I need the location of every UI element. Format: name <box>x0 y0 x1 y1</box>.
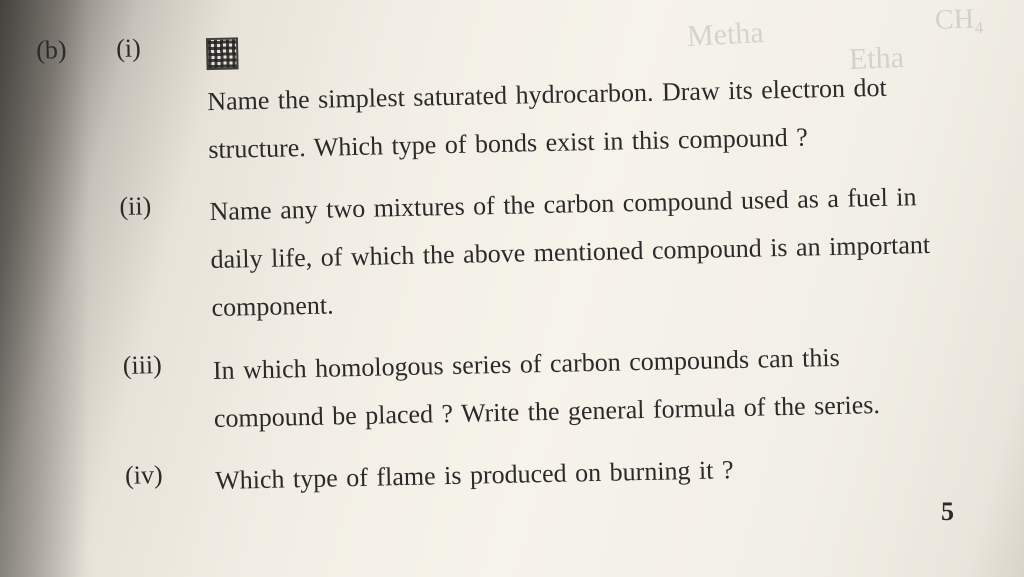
part-text: In which homologous series of carbon com… <box>212 330 988 442</box>
part-text: Name the simplest saturated hydrocarbon.… <box>207 73 887 164</box>
part-roman: (i) <box>116 30 207 64</box>
part-text: Name any two mixtures of the carbon comp… <box>209 172 986 332</box>
part-roman: (iii) <box>122 347 213 381</box>
question-label: (b) <box>36 32 117 66</box>
question-parts: (i) Name the simplest saturated hydrocar… <box>116 14 990 521</box>
qr-icon <box>206 37 239 70</box>
part-text: Which type of flame is produced on burni… <box>215 441 990 505</box>
part-iii: (iii) In which homologous series of carb… <box>122 330 988 444</box>
part-iv: (iv) Which type of flame is produced on … <box>125 441 990 507</box>
part-roman: (ii) <box>119 188 210 222</box>
part-roman: (iv) <box>125 457 216 491</box>
exam-page: (b) (i) Name the simplest saturated hydr… <box>0 0 1024 577</box>
question-b: (b) (i) Name the simplest saturated hydr… <box>36 14 990 523</box>
part-ii: (ii) Name any two mixtures of the carbon… <box>119 172 986 334</box>
part-i: (i) Name the simplest saturated hydrocar… <box>116 14 983 176</box>
marks: 5 <box>941 497 954 527</box>
part-body: Name the simplest saturated hydrocarbon.… <box>206 14 983 174</box>
